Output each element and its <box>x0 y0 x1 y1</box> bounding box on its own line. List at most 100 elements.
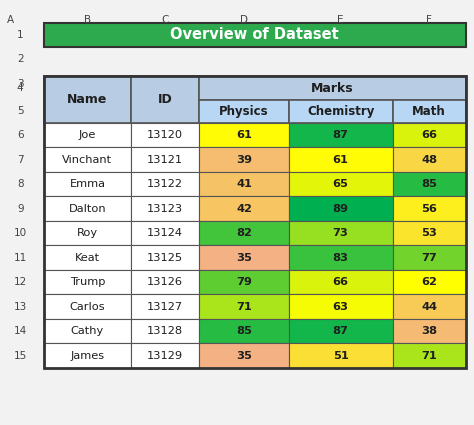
Text: 61: 61 <box>236 130 252 140</box>
Text: James: James <box>70 351 104 360</box>
Text: 87: 87 <box>333 130 348 140</box>
Text: 66: 66 <box>333 277 349 287</box>
Text: 44: 44 <box>421 302 437 312</box>
Text: Name: Name <box>67 93 108 106</box>
Text: 38: 38 <box>421 326 437 336</box>
FancyBboxPatch shape <box>131 343 199 368</box>
Text: Roy: Roy <box>77 228 98 238</box>
Text: ID: ID <box>158 93 173 106</box>
Text: 85: 85 <box>236 326 252 336</box>
Text: 13123: 13123 <box>147 204 183 214</box>
Text: 51: 51 <box>333 351 348 360</box>
Text: A: A <box>7 15 14 26</box>
FancyBboxPatch shape <box>289 295 392 319</box>
Text: 77: 77 <box>421 252 437 263</box>
FancyBboxPatch shape <box>131 319 199 343</box>
Text: 65: 65 <box>333 179 348 189</box>
Text: Physics: Physics <box>219 105 269 118</box>
FancyBboxPatch shape <box>44 196 131 221</box>
Text: 42: 42 <box>236 204 252 214</box>
Text: 85: 85 <box>421 179 437 189</box>
FancyBboxPatch shape <box>289 99 392 123</box>
Text: 48: 48 <box>421 155 437 164</box>
Text: 5: 5 <box>17 106 24 116</box>
FancyBboxPatch shape <box>392 221 465 245</box>
Text: 9: 9 <box>17 204 24 214</box>
FancyBboxPatch shape <box>131 221 199 245</box>
Text: Dalton: Dalton <box>69 204 106 214</box>
Text: 13126: 13126 <box>147 277 183 287</box>
Text: 11: 11 <box>14 252 27 263</box>
Text: 41: 41 <box>236 179 252 189</box>
FancyBboxPatch shape <box>44 270 131 295</box>
Text: Carlos: Carlos <box>70 302 105 312</box>
FancyBboxPatch shape <box>199 343 289 368</box>
Text: 66: 66 <box>421 130 437 140</box>
FancyBboxPatch shape <box>44 343 131 368</box>
Text: 13122: 13122 <box>147 179 183 189</box>
Text: Keat: Keat <box>75 252 100 263</box>
FancyBboxPatch shape <box>199 295 289 319</box>
FancyBboxPatch shape <box>44 295 131 319</box>
Text: 87: 87 <box>333 326 348 336</box>
FancyBboxPatch shape <box>199 319 289 343</box>
Text: 13125: 13125 <box>147 252 183 263</box>
FancyBboxPatch shape <box>289 147 392 172</box>
Text: Cathy: Cathy <box>71 326 104 336</box>
Text: 53: 53 <box>421 228 437 238</box>
Text: 12: 12 <box>14 277 27 287</box>
Text: Marks: Marks <box>311 82 354 94</box>
FancyBboxPatch shape <box>199 76 465 99</box>
Text: 13128: 13128 <box>147 326 183 336</box>
Text: 3: 3 <box>17 79 24 89</box>
Text: 62: 62 <box>421 277 437 287</box>
Text: 10: 10 <box>14 228 27 238</box>
Text: D: D <box>240 15 248 26</box>
Text: 89: 89 <box>333 204 349 214</box>
Text: 35: 35 <box>236 351 252 360</box>
Text: 39: 39 <box>236 155 252 164</box>
Text: 61: 61 <box>333 155 348 164</box>
FancyBboxPatch shape <box>289 172 392 196</box>
Text: Trump: Trump <box>70 277 105 287</box>
FancyBboxPatch shape <box>199 196 289 221</box>
FancyBboxPatch shape <box>131 76 199 123</box>
Text: 8: 8 <box>17 179 24 189</box>
Text: 7: 7 <box>17 155 24 164</box>
FancyBboxPatch shape <box>44 172 131 196</box>
Text: 14: 14 <box>14 326 27 336</box>
Text: 35: 35 <box>236 252 252 263</box>
Text: Vinchant: Vinchant <box>62 155 112 164</box>
Text: 63: 63 <box>333 302 349 312</box>
FancyBboxPatch shape <box>392 295 465 319</box>
FancyBboxPatch shape <box>131 245 199 270</box>
FancyBboxPatch shape <box>392 172 465 196</box>
Text: 13127: 13127 <box>147 302 183 312</box>
FancyBboxPatch shape <box>199 123 289 147</box>
FancyBboxPatch shape <box>131 270 199 295</box>
FancyBboxPatch shape <box>131 172 199 196</box>
FancyBboxPatch shape <box>44 319 131 343</box>
FancyBboxPatch shape <box>199 147 289 172</box>
FancyBboxPatch shape <box>199 172 289 196</box>
FancyBboxPatch shape <box>289 123 392 147</box>
FancyBboxPatch shape <box>44 76 131 123</box>
FancyBboxPatch shape <box>199 270 289 295</box>
FancyBboxPatch shape <box>289 196 392 221</box>
Text: Chemistry: Chemistry <box>307 105 374 118</box>
Text: 73: 73 <box>333 228 348 238</box>
FancyBboxPatch shape <box>392 245 465 270</box>
FancyBboxPatch shape <box>199 99 289 123</box>
FancyBboxPatch shape <box>289 245 392 270</box>
Text: 13124: 13124 <box>147 228 183 238</box>
FancyBboxPatch shape <box>44 245 131 270</box>
Text: Overview of Dataset: Overview of Dataset <box>170 27 339 42</box>
Text: 6: 6 <box>17 130 24 140</box>
FancyBboxPatch shape <box>392 123 465 147</box>
FancyBboxPatch shape <box>131 147 199 172</box>
Text: 15: 15 <box>14 351 27 360</box>
Text: 1: 1 <box>17 30 24 40</box>
FancyBboxPatch shape <box>392 196 465 221</box>
Text: 13120: 13120 <box>147 130 183 140</box>
FancyBboxPatch shape <box>131 295 199 319</box>
